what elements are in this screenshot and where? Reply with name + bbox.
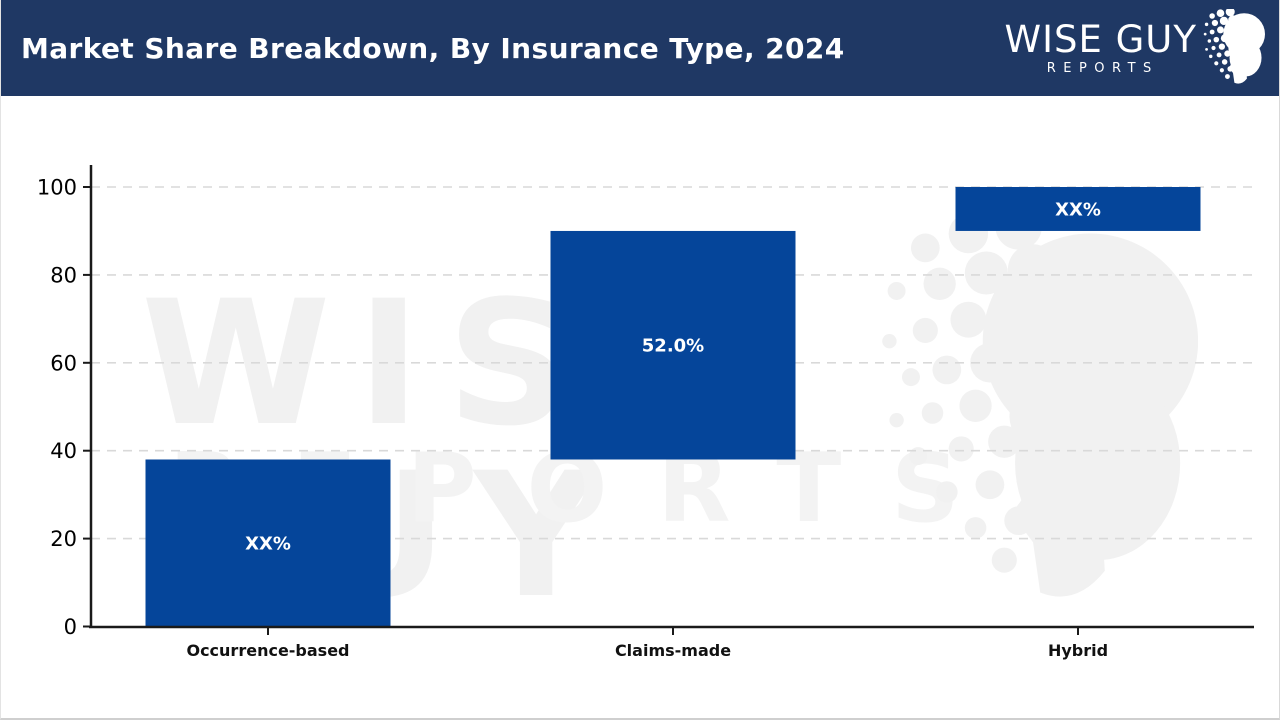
y-tick-label: 20 — [50, 527, 77, 551]
logo-wordmark: WISE GUY — [1004, 17, 1197, 61]
logo-subtext: REPORTS — [1046, 60, 1159, 76]
y-tick-label: 80 — [50, 263, 77, 287]
y-tick-label: 0 — [64, 615, 77, 639]
header: Market Share Breakdown, By Insurance Typ… — [1, 0, 1280, 96]
y-tick-label: 60 — [50, 351, 77, 375]
y-tick-label: 40 — [50, 439, 77, 463]
x-tick-label: Occurrence-based — [186, 641, 349, 660]
bar-claims-made — [550, 230, 796, 460]
bar-value-label: 52.0% — [642, 336, 704, 357]
bar-value-label: XX% — [1055, 199, 1101, 220]
wiseguy-logo: WISE GUY REPORTS — [1005, 9, 1280, 87]
page-title: Market Share Breakdown, By Insurance Typ… — [21, 31, 845, 65]
bar-occurrence-based — [145, 459, 391, 627]
x-tick-label: Hybrid — [1048, 641, 1108, 660]
bar-value-label: XX% — [245, 533, 291, 554]
x-tick-label: Claims-made — [615, 641, 731, 660]
y-tick-label: 100 — [37, 176, 77, 200]
wiseguy-face-icon — [1201, 9, 1265, 87]
